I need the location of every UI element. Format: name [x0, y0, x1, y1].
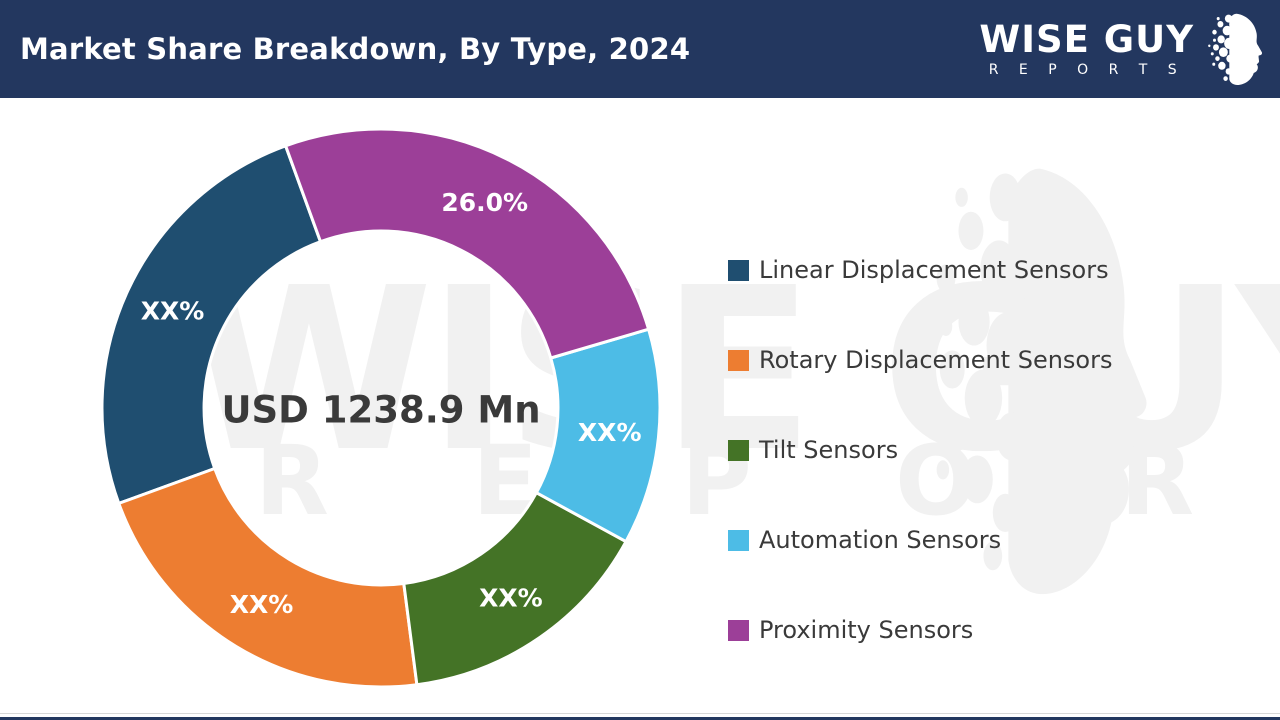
legend-swatch-icon [728, 439, 749, 461]
legend-item-1: Rotary Displacement Sensors [728, 339, 1112, 381]
legend-item-2: Tilt Sensors [728, 429, 898, 471]
slice-value-label: XX% [230, 590, 294, 619]
legend-label: Automation Sensors [759, 526, 1002, 554]
legend-swatch-icon [728, 619, 749, 641]
slice-value-label: XX% [479, 583, 543, 612]
brand-face-icon [1208, 13, 1263, 85]
brand-name: WISE GUY [979, 17, 1194, 61]
legend-swatch-icon [728, 349, 749, 371]
donut-slice-4 [283, 127, 651, 360]
legend-label: Tilt Sensors [759, 436, 899, 464]
legend-item-0: Linear Displacement Sensors [728, 249, 1109, 291]
legend-item-4: Proximity Sensors [728, 609, 973, 651]
legend-label: Rotary Displacement Sensors [759, 346, 1113, 374]
legend-swatch-icon [728, 529, 749, 551]
legend-label: Linear Displacement Sensors [759, 256, 1109, 284]
legend-item-3: Automation Sensors [728, 519, 1001, 561]
footer-accent-bar [0, 717, 1280, 720]
donut-slice-1 [116, 466, 419, 689]
page-title: Market Share Breakdown, By Type, 2024 [20, 32, 691, 66]
slice-value-label: XX% [141, 296, 205, 325]
donut-slice-0 [100, 143, 323, 506]
brand-logo-text: WISE GUY R E P O R T S [979, 17, 1194, 79]
slice-value-label: 26.0% [441, 188, 528, 217]
legend-label: Proximity Sensors [759, 616, 974, 644]
legend-swatch-icon [728, 259, 749, 281]
footer-divider [0, 713, 1280, 714]
brand-logo: WISE GUY R E P O R T S [979, 8, 1270, 90]
title-bar: Market Share Breakdown, By Type, 2024 WI… [0, 0, 1280, 98]
donut-center-value: USD 1238.9 Mn [221, 389, 540, 432]
brand-subtitle: R E P O R T S [988, 61, 1185, 78]
slice-value-label: XX% [578, 418, 642, 447]
